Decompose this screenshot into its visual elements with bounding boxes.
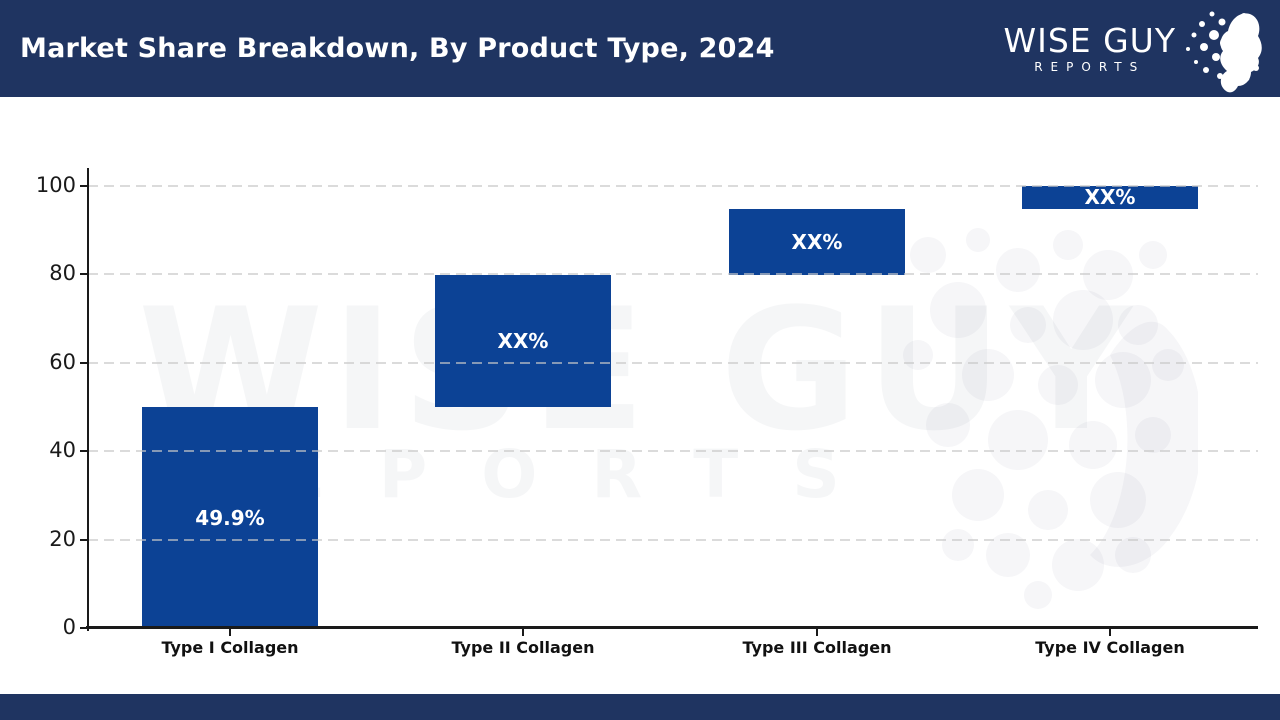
bar-type-iv-collagen: XX%: [1022, 186, 1198, 209]
gridline-20: [88, 538, 1258, 541]
x-tick-label-type-ii-collagen: Type II Collagen: [451, 638, 595, 657]
x-tick-mark-type-iii-collagen: [816, 629, 818, 636]
gridline-100: [88, 185, 1258, 187]
plot-area: 0 20 40 60 80 100 49.9% Type I Collagen XX% Type …: [0, 97, 1280, 694]
y-tick-label-100: 100: [35, 173, 76, 197]
y-tick-label-60: 60: [49, 349, 76, 374]
logo-text: WISE GUY REPORTS: [1003, 20, 1176, 74]
x-tick-mark-type-i-collagen: [229, 629, 231, 636]
y-tick-label-0: 0: [62, 615, 76, 639]
page-title: Market Share Breakdown, By Product Type,…: [20, 33, 775, 64]
logo-head-dots-icon: [1186, 11, 1262, 92]
y-tick-mark-80: [80, 273, 88, 276]
y-tick-label-80: 80: [49, 261, 76, 286]
bar-value-label-type-ii-collagen: XX%: [497, 329, 549, 354]
x-tick-label-type-iii-collagen: Type III Collagen: [742, 638, 892, 657]
bar-value-label-type-i-collagen: 49.9%: [195, 505, 265, 530]
y-tick-mark-100: [80, 185, 88, 187]
x-tick-mark-type-iv-collagen: [1109, 629, 1111, 636]
bar-value-label-type-iv-collagen: XX%: [1084, 185, 1136, 210]
y-tick-mark-20: [80, 538, 88, 541]
bar-type-ii-collagen: XX%: [435, 274, 611, 408]
bar-type-i-collagen: 49.9%: [142, 407, 318, 628]
y-axis-line: [87, 168, 89, 631]
logo-name: WISE GUY: [1003, 20, 1176, 60]
gridline-60: [88, 361, 1258, 364]
wise-guy-reports-logo: WISE GUY REPORTS: [1003, 5, 1280, 93]
y-tick-mark-60: [80, 361, 88, 364]
logo-subtitle: REPORTS: [1034, 59, 1146, 74]
y-tick-label-40: 40: [49, 438, 76, 463]
x-tick-label-type-i-collagen: Type I Collagen: [161, 638, 299, 657]
footer-bar: [0, 694, 1280, 720]
y-tick-label-20: 20: [49, 526, 76, 551]
bar-type-iii-collagen: XX%: [729, 208, 905, 275]
y-tick-mark-0: [80, 627, 88, 629]
y-tick-mark-40: [80, 450, 88, 453]
header-bar: Market Share Breakdown, By Product Type,…: [0, 0, 1280, 97]
bar-value-label-type-iii-collagen: XX%: [791, 229, 843, 254]
x-tick-mark-type-ii-collagen: [522, 629, 524, 636]
gridline-80: [88, 273, 1258, 276]
gridline-40: [88, 450, 1258, 453]
x-axis-line: [86, 626, 1258, 629]
x-tick-label-type-iv-collagen: Type IV Collagen: [1035, 638, 1185, 657]
